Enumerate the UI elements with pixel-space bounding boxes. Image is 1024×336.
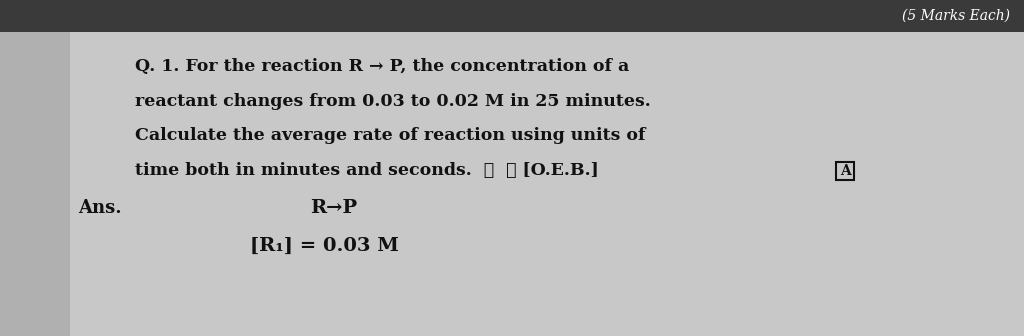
Text: (5 Marks Each): (5 Marks Each) xyxy=(902,9,1010,23)
Bar xyxy=(0,0,1024,32)
Bar xyxy=(0,32,70,336)
Text: Q. 1. For the reaction R → P, the concentration of a: Q. 1. For the reaction R → P, the concen… xyxy=(135,57,630,75)
Text: [R₁] = 0.03 M: [R₁] = 0.03 M xyxy=(250,237,399,255)
Text: reactant changes from 0.03 to 0.02 M in 25 minutes.: reactant changes from 0.03 to 0.02 M in … xyxy=(135,92,650,110)
Text: A: A xyxy=(840,164,850,178)
Text: R→P: R→P xyxy=(310,199,357,217)
Text: Calculate the average rate of reaction using units of: Calculate the average rate of reaction u… xyxy=(135,127,645,144)
Bar xyxy=(836,162,854,180)
Text: time both in minutes and seconds.  Ⓐ  💡 [O.E.B.]: time both in minutes and seconds. Ⓐ 💡 [O… xyxy=(135,163,599,179)
Text: Ans.: Ans. xyxy=(78,199,122,217)
